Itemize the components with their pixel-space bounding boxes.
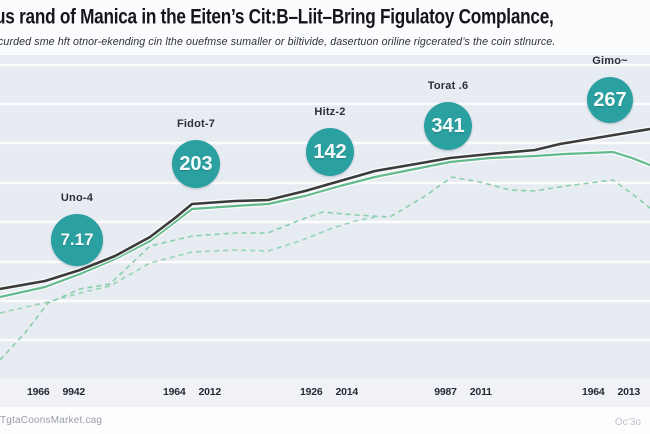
source-credit: TgtaCoonsMarket.cag bbox=[0, 415, 103, 426]
chart-footer: TgtaCoonsMarket.cag Oc’3o bbox=[0, 407, 650, 434]
chart-title: us rand of Manica in the Eiten’s Cit:B–L… bbox=[0, 5, 554, 29]
x-axis-band bbox=[0, 378, 650, 407]
chart-header: us rand of Manica in the Eiten’s Cit:B–L… bbox=[0, 0, 650, 55]
plot-area bbox=[0, 55, 650, 407]
watermark: Oc’3o bbox=[614, 417, 641, 428]
chart-subtitle: curded sme hft otnor-ekending cin lthe o… bbox=[0, 36, 556, 48]
